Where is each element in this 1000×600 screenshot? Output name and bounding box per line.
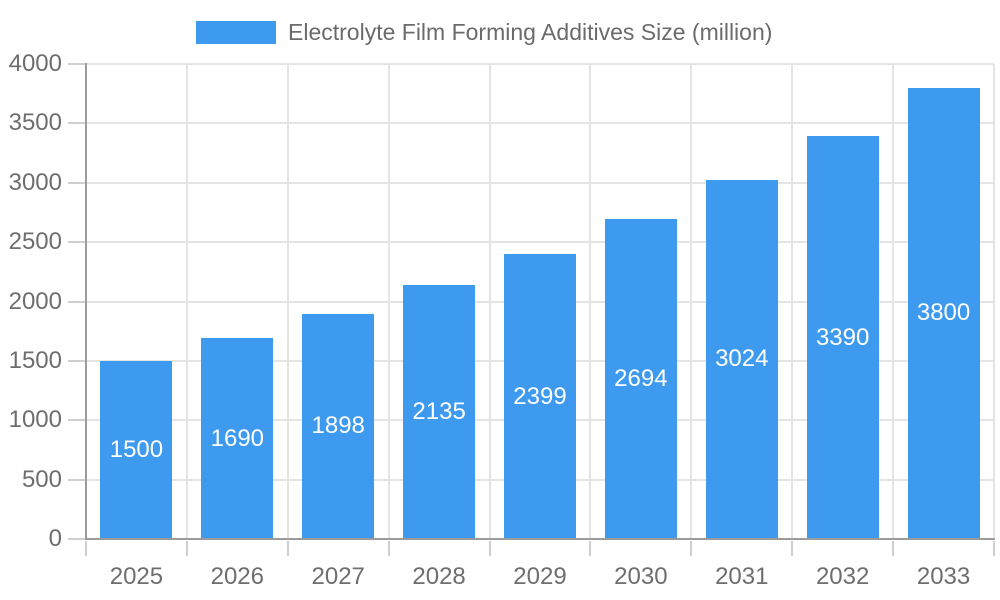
y-axis-label: 0 bbox=[48, 525, 62, 552]
bar-value-label: 1898 bbox=[311, 412, 365, 440]
bar[interactable] bbox=[201, 338, 274, 538]
bar[interactable] bbox=[302, 313, 375, 538]
x-gridline bbox=[690, 64, 693, 539]
x-gridline bbox=[185, 64, 188, 539]
y-tick bbox=[68, 241, 86, 244]
x-tick bbox=[85, 541, 87, 556]
x-gridline bbox=[488, 64, 491, 539]
x-axis-label: 2033 bbox=[916, 563, 971, 590]
bar-value-label: 2399 bbox=[513, 382, 567, 410]
bar-value-label: 3024 bbox=[715, 345, 769, 373]
y-tick bbox=[68, 63, 86, 65]
x-tick bbox=[589, 541, 592, 556]
x-gridline bbox=[791, 64, 794, 539]
bar[interactable] bbox=[907, 87, 980, 538]
y-tick bbox=[68, 359, 86, 362]
y-axis-label: 500 bbox=[21, 465, 62, 493]
bar[interactable] bbox=[504, 254, 576, 538]
y-tick bbox=[68, 478, 86, 481]
y-tick bbox=[68, 538, 86, 540]
x-axis-label: 2029 bbox=[513, 563, 567, 590]
bar[interactable] bbox=[403, 285, 476, 538]
x-tick bbox=[690, 541, 693, 556]
x-axis-line bbox=[85, 538, 995, 540]
bar-value-label: 1690 bbox=[210, 424, 265, 452]
y-tick bbox=[68, 181, 86, 184]
x-gridline bbox=[387, 64, 390, 539]
x-axis-label: 2030 bbox=[614, 563, 668, 590]
bar-value-label: 2694 bbox=[614, 365, 668, 393]
y-gridline bbox=[86, 122, 994, 125]
legend-label: Electrolyte Film Forming Additives Size … bbox=[288, 19, 773, 45]
x-tick bbox=[488, 541, 491, 556]
x-tick bbox=[892, 541, 895, 556]
y-axis-label: 4000 bbox=[8, 50, 62, 77]
x-axis-label: 2025 bbox=[109, 563, 164, 590]
legend-swatch-icon bbox=[196, 20, 276, 44]
bar[interactable] bbox=[604, 219, 677, 538]
x-axis-label: 2028 bbox=[412, 563, 466, 590]
x-tick bbox=[286, 541, 289, 556]
x-axis-label: 2027 bbox=[311, 563, 365, 590]
bar-value-label: 3390 bbox=[815, 323, 870, 351]
x-axis-label: 2026 bbox=[210, 563, 264, 590]
y-axis-line bbox=[85, 63, 87, 540]
y-tick bbox=[68, 122, 86, 125]
y-axis-label: 2000 bbox=[8, 287, 62, 315]
x-axis-label: 2032 bbox=[815, 563, 870, 590]
y-tick bbox=[68, 419, 86, 422]
bar[interactable] bbox=[100, 360, 173, 538]
x-tick bbox=[993, 541, 995, 556]
y-axis-label: 1500 bbox=[8, 346, 62, 374]
y-gridline bbox=[86, 241, 994, 244]
bar-value-label: 2135 bbox=[412, 398, 466, 426]
bar[interactable] bbox=[705, 179, 778, 538]
y-gridline bbox=[86, 63, 994, 65]
x-tick bbox=[387, 541, 390, 556]
x-gridline bbox=[892, 64, 895, 539]
y-gridline bbox=[86, 181, 994, 184]
x-tick bbox=[185, 541, 188, 556]
x-gridline bbox=[993, 64, 995, 539]
x-axis-label: 2031 bbox=[715, 563, 769, 590]
y-axis-label: 3000 bbox=[8, 168, 62, 196]
y-axis-label: 3500 bbox=[8, 109, 62, 137]
x-gridline bbox=[589, 64, 592, 539]
bar-value-label: 3800 bbox=[916, 299, 971, 327]
x-tick bbox=[791, 541, 794, 556]
legend[interactable]: Electrolyte Film Forming Additives Size … bbox=[196, 18, 772, 46]
bar[interactable] bbox=[806, 136, 879, 538]
y-tick bbox=[68, 300, 86, 303]
x-gridline bbox=[286, 64, 289, 539]
y-axis-label: 2500 bbox=[8, 228, 62, 256]
bar-value-label: 1500 bbox=[109, 435, 164, 463]
y-axis-label: 1000 bbox=[8, 406, 62, 434]
